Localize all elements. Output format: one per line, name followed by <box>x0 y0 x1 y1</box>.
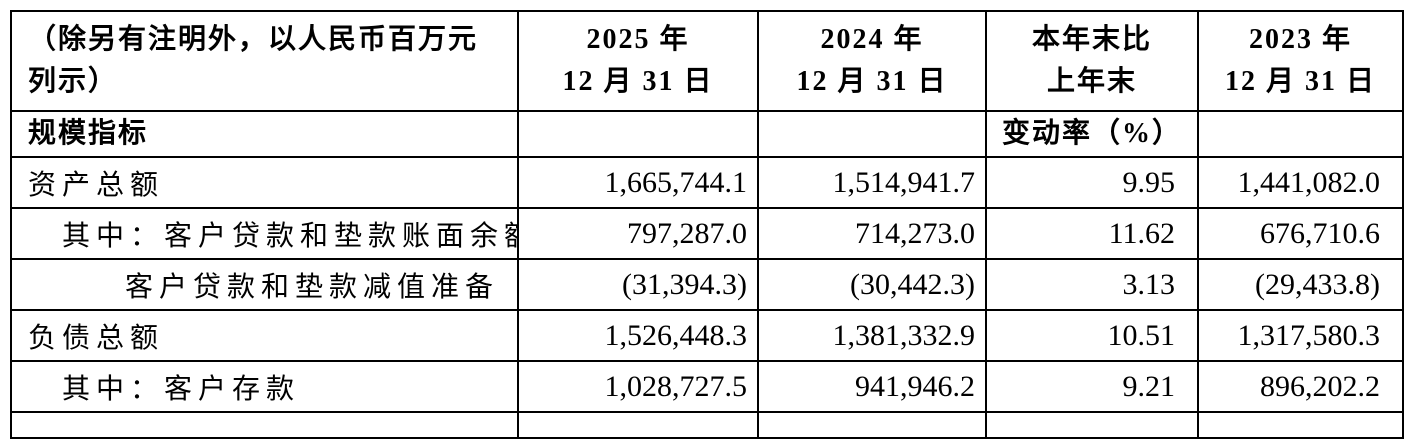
header-2023-date: 12 月 31 日 <box>1224 66 1376 97</box>
value-2023-cell: (29,433.8) <box>1197 258 1404 311</box>
unit-note-line2: 列示） <box>28 66 119 97</box>
value-2025-cell: 1,665,744.1 <box>517 156 759 209</box>
value-2023-cell: 1,441,082.0 <box>1197 156 1404 209</box>
section-header-row: 规模指标 变动率（%） <box>10 110 1404 158</box>
change-pct-cell: 3.13 <box>985 258 1199 311</box>
header-2024-year: 2024 年 <box>820 24 924 55</box>
column-header-2025: 2025 年 12 月 31 日 <box>517 10 759 112</box>
empty-cell <box>517 411 759 439</box>
table-header-row: （除另有注明外，以人民币百万元 列示） 2025 年 12 月 31 日 202… <box>10 10 1404 112</box>
table-row-partial <box>10 411 1404 439</box>
row-label-cell: 其中：客户贷款和垫款账面余额 <box>10 207 519 260</box>
value-2025-cell: (31,394.3) <box>517 258 759 311</box>
financial-scale-indicators-table: （除另有注明外，以人民币百万元 列示） 2025 年 12 月 31 日 202… <box>10 10 1404 439</box>
header-2023-year: 2023 年 <box>1248 24 1352 55</box>
value-2023-cell: 896,202.2 <box>1197 360 1404 413</box>
value-2024-cell: 1,381,332.9 <box>757 309 987 362</box>
table-row-total-liabilities: 负债总额 1,526,448.3 1,381,332.9 10.51 1,317… <box>10 309 1404 362</box>
value-2024-cell: (30,442.3) <box>757 258 987 311</box>
value-2025-cell: 797,287.0 <box>517 207 759 260</box>
table-row-loan-impairment-allowance: 客户贷款和垫款减值准备 (31,394.3) (30,442.3) 3.13 (… <box>10 258 1404 311</box>
change-pct-cell: 11.62 <box>985 207 1199 260</box>
value-2024-cell: 941,946.2 <box>757 360 987 413</box>
empty-cell <box>517 110 759 158</box>
table-row-customer-loans-gross: 其中：客户贷款和垫款账面余额 797,287.0 714,273.0 11.62… <box>10 207 1404 260</box>
value-2024-cell: 1,514,941.7 <box>757 156 987 209</box>
empty-cell <box>757 411 987 439</box>
empty-cell <box>1197 411 1404 439</box>
column-header-2023: 2023 年 12 月 31 日 <box>1197 10 1404 112</box>
value-2023-cell: 1,317,580.3 <box>1197 309 1404 362</box>
empty-cell <box>1197 110 1404 158</box>
change-pct-cell: 9.95 <box>985 156 1199 209</box>
table-row-customer-deposits: 其中：客户存款 1,028,727.5 941,946.2 9.21 896,2… <box>10 360 1404 413</box>
table-row-total-assets: 资产总额 1,665,744.1 1,514,941.7 9.95 1,441,… <box>10 156 1404 209</box>
header-change-line1: 本年末比 <box>1031 24 1152 55</box>
header-2024-date: 12 月 31 日 <box>796 66 948 97</box>
section-label-cell: 规模指标 <box>10 110 519 158</box>
change-pct-cell: 9.21 <box>985 360 1199 413</box>
column-header-2024: 2024 年 12 月 31 日 <box>757 10 987 112</box>
header-2025-year: 2025 年 <box>586 24 690 55</box>
change-pct-cell: 10.51 <box>985 309 1199 362</box>
unit-note-line1: （除另有注明外，以人民币百万元 <box>28 24 479 55</box>
empty-cell <box>985 411 1199 439</box>
empty-cell <box>10 411 519 439</box>
value-2023-cell: 676,710.6 <box>1197 207 1404 260</box>
empty-cell <box>757 110 987 158</box>
value-2025-cell: 1,028,727.5 <box>517 360 759 413</box>
row-label-cell: 负债总额 <box>10 309 519 362</box>
row-label-cell: 其中：客户存款 <box>10 360 519 413</box>
value-2025-cell: 1,526,448.3 <box>517 309 759 362</box>
value-2024-cell: 714,273.0 <box>757 207 987 260</box>
header-2025-date: 12 月 31 日 <box>562 66 714 97</box>
change-rate-header-cell: 变动率（%） <box>985 110 1199 158</box>
column-header-change: 本年末比 上年末 <box>985 10 1199 112</box>
unit-note-cell: （除另有注明外，以人民币百万元 列示） <box>10 10 519 112</box>
header-change-line2: 上年末 <box>1046 66 1137 97</box>
row-label-cell: 客户贷款和垫款减值准备 <box>10 258 519 311</box>
row-label-cell: 资产总额 <box>10 156 519 209</box>
